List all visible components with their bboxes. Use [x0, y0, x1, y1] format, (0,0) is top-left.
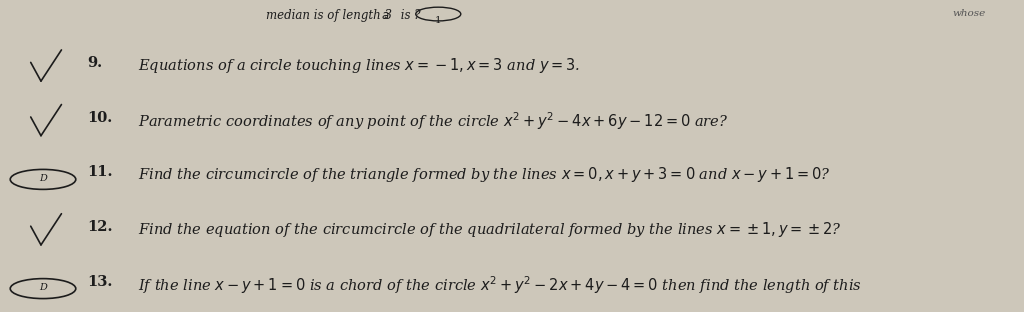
- Text: D: D: [39, 283, 47, 292]
- Text: Equations of a circle touching lines $x = -1, x = 3$ and $y = 3$.: Equations of a circle touching lines $x …: [138, 56, 581, 75]
- Text: is ?: is ?: [397, 9, 421, 22]
- Text: 11.: 11.: [87, 165, 113, 179]
- Text: D: D: [39, 174, 47, 183]
- Text: 9.: 9.: [87, 56, 102, 70]
- Text: If the line $x - y + 1 = 0$ is a chord of the circle $x^2 + y^2 - 2x + 4y - 4 = : If the line $x - y + 1 = 0$ is a chord o…: [138, 275, 862, 296]
- Text: Parametric coordinates of any point of the circle $x^2 + y^2 - 4x + 6y - 12 = 0$: Parametric coordinates of any point of t…: [138, 111, 729, 133]
- Text: Find the equation of the circumcircle of the quadrilateral formed by the lines $: Find the equation of the circumcircle of…: [138, 220, 842, 239]
- Text: median is of length 3: median is of length 3: [266, 9, 392, 22]
- Text: whose: whose: [952, 9, 985, 18]
- Text: $a$: $a$: [381, 9, 389, 22]
- Text: Find the circumcircle of the triangle formed by the lines $x = 0, x + y + 3 = 0$: Find the circumcircle of the triangle fo…: [138, 165, 831, 184]
- Text: 10.: 10.: [87, 111, 113, 125]
- Text: 13.: 13.: [87, 275, 113, 289]
- Text: 1: 1: [435, 16, 441, 25]
- Text: 12.: 12.: [87, 220, 113, 234]
